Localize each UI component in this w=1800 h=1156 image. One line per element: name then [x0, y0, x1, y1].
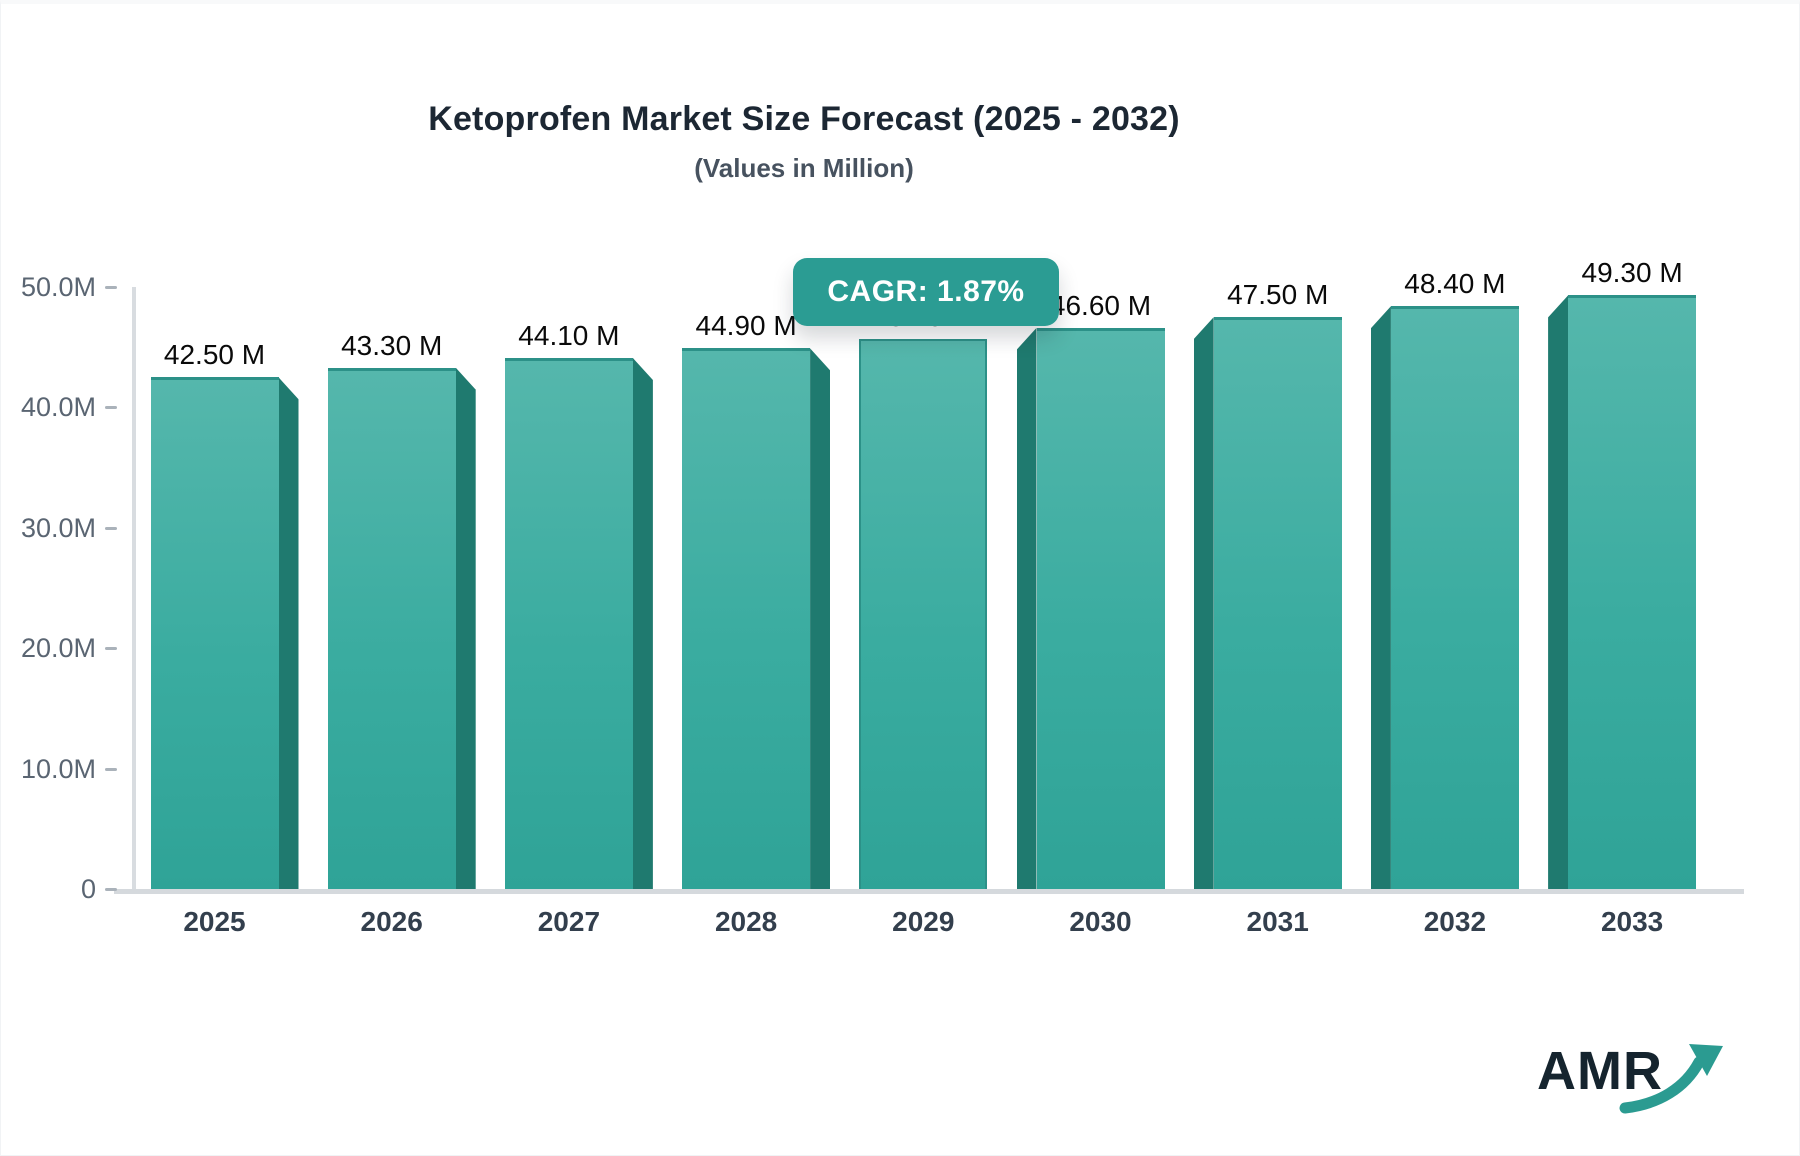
x-axis-label-2026: 2026 — [360, 906, 423, 937]
amr-logo: AMR — [1533, 1032, 1723, 1116]
x-axis-label-2025: 2025 — [183, 906, 246, 937]
x-axis-label-2031: 2031 — [1246, 906, 1309, 937]
bar-side-2030 — [1016, 327, 1037, 889]
bar-side-2027 — [632, 358, 653, 889]
bar-value-label-2028: 44.90 M — [695, 310, 797, 342]
x-axis-line — [114, 889, 1744, 894]
title-block: Ketoprofen Market Size Forecast (2025 - … — [1, 100, 1607, 184]
bar-value-label-2030: 46.60 M — [1049, 289, 1152, 321]
bar-side-2025 — [278, 377, 299, 889]
y-axis-label: 20.0M — [20, 633, 96, 664]
bar-2027[interactable] — [504, 358, 633, 889]
y-axis-label: 40.0M — [20, 392, 96, 423]
y-axis-line — [132, 287, 136, 894]
chart-subtitle: (Values in Million) — [694, 153, 914, 183]
bar-value-label-2027: 44.10 M — [518, 320, 620, 352]
x-axis-label-2032: 2032 — [1423, 906, 1487, 937]
bar-side-2026 — [455, 367, 476, 889]
bar-2029[interactable] — [859, 338, 988, 889]
bar-2025[interactable] — [150, 377, 279, 889]
trend-up-arrow-icon — [1619, 1044, 1723, 1114]
bar-side-2031 — [1193, 317, 1214, 889]
amr-logo-text: AMR — [1537, 1041, 1663, 1101]
bar-side-2032 — [1370, 306, 1391, 889]
x-axis-label-2028: 2028 — [714, 906, 778, 937]
y-axis-tick — [105, 526, 117, 530]
cagr-badge: CAGR: 1.87% — [793, 258, 1059, 326]
bar-value-label-2031: 47.50 M — [1227, 279, 1329, 311]
bar-2028[interactable] — [682, 348, 811, 889]
bar-2032[interactable] — [1390, 306, 1519, 889]
x-axis-label-2033: 2033 — [1600, 906, 1664, 937]
bar-2033[interactable] — [1568, 295, 1697, 889]
y-axis-label: 10.0M — [20, 753, 96, 784]
bar-value-label-2032: 48.40 M — [1404, 268, 1506, 300]
y-axis-label: 0 — [80, 874, 96, 904]
bar-2026[interactable] — [327, 367, 456, 889]
bar-side-2033 — [1548, 295, 1569, 889]
y-axis-label: 50.0M — [20, 272, 96, 302]
y-axis-tick — [105, 406, 117, 410]
bar-2031[interactable] — [1213, 317, 1342, 889]
bar-2030[interactable] — [1036, 327, 1165, 889]
x-axis-label-2030: 2030 — [1069, 906, 1132, 937]
y-axis-tick — [105, 767, 117, 771]
y-axis-label: 30.0M — [20, 512, 96, 543]
x-axis-label-2029: 2029 — [892, 906, 955, 937]
y-axis-tick — [105, 286, 117, 289]
y-axis-tick — [105, 888, 117, 891]
chart-title: Ketoprofen Market Size Forecast (2025 - … — [428, 100, 1180, 138]
x-axis-label-2027: 2027 — [537, 906, 601, 937]
bar-side-2028 — [810, 348, 831, 889]
bar-value-label-2026: 43.30 M — [341, 329, 443, 361]
bar-value-label-2025: 42.50 M — [163, 339, 266, 371]
y-axis-tick — [105, 647, 117, 651]
bar-value-label-2033: 49.30 M — [1581, 257, 1683, 289]
